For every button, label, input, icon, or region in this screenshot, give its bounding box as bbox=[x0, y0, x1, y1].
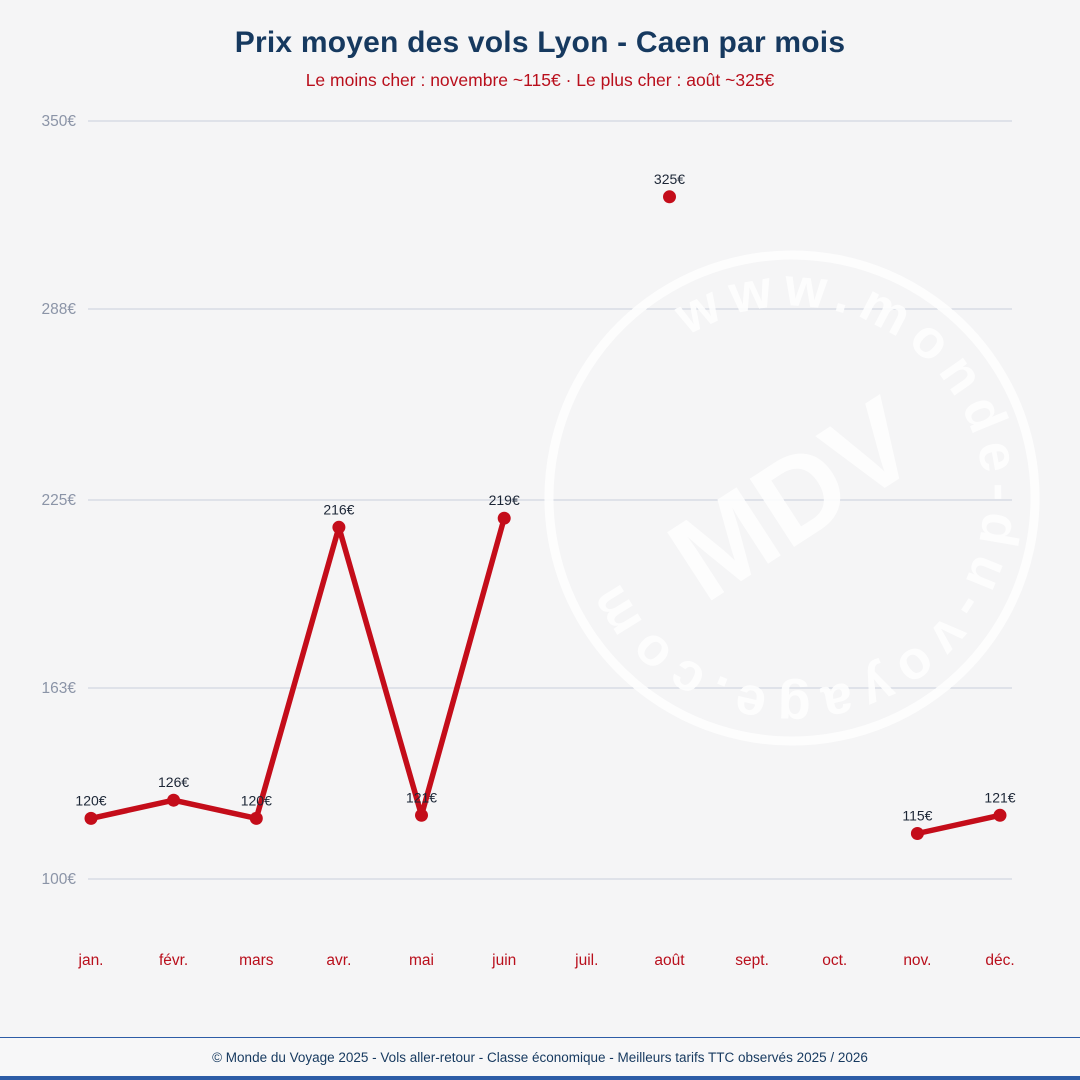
x-axis-label: avr. bbox=[326, 952, 351, 969]
data-point-label: 115€ bbox=[902, 808, 932, 824]
data-point bbox=[84, 811, 98, 825]
watermark-center-text: MDV bbox=[647, 373, 939, 627]
x-axis-label: août bbox=[654, 952, 685, 969]
price-chart: 350€ 288€ 225€ 163€ 100€ www.monde-du-voyage.… bbox=[42, 113, 1080, 969]
data-point bbox=[910, 827, 924, 840]
x-axis-label: févr. bbox=[159, 952, 188, 969]
data-point-label: 121€ bbox=[406, 789, 437, 805]
chart-header: Prix moyen des vols Lyon - Caen par mois… bbox=[0, 0, 1080, 91]
x-axis-label: nov. bbox=[903, 952, 931, 969]
data-point bbox=[993, 808, 1007, 822]
y-axis-label: 288€ bbox=[42, 301, 77, 318]
x-axis-label: jan. bbox=[78, 952, 104, 969]
data-point bbox=[663, 190, 676, 204]
x-axis-label: oct. bbox=[822, 952, 847, 969]
data-point bbox=[415, 808, 428, 822]
data-point bbox=[167, 793, 181, 807]
data-point-label: 120€ bbox=[75, 792, 106, 808]
y-axis-label: 100€ bbox=[42, 871, 77, 888]
x-axis-label: juin bbox=[491, 952, 516, 969]
page-subtitle: Le moins cher : novembre ~115€ · Le plus… bbox=[305, 70, 775, 90]
data-point-label: 216€ bbox=[323, 501, 354, 517]
watermark-ring bbox=[544, 250, 1040, 746]
x-axis-label: juil. bbox=[574, 952, 598, 969]
x-axis-label: sept. bbox=[735, 952, 769, 969]
data-point-label: 121€ bbox=[984, 789, 1015, 805]
data-point-label: 219€ bbox=[489, 492, 520, 508]
data-point-label: 325€ bbox=[654, 171, 685, 187]
footer-text: © Monde du Voyage 2025 - Vols aller-reto… bbox=[212, 1050, 868, 1065]
data-point bbox=[332, 520, 346, 534]
data-point bbox=[497, 511, 511, 525]
footer: © Monde du Voyage 2025 - Vols aller-reto… bbox=[0, 1037, 1080, 1080]
y-axis-label: 225€ bbox=[42, 492, 77, 509]
page-title: Prix moyen des vols Lyon - Caen par mois bbox=[234, 26, 846, 59]
y-axis-label: 350€ bbox=[42, 113, 77, 130]
x-axis-label: mai bbox=[409, 952, 434, 969]
data-point-label: 120€ bbox=[241, 792, 272, 808]
price-line bbox=[88, 515, 1003, 837]
x-axis-label: déc. bbox=[985, 952, 1014, 969]
y-axis-label: 163€ bbox=[42, 680, 77, 697]
chart-area: 350€ 288€ 225€ 163€ 100€ www.monde-du-voyage.… bbox=[0, 100, 1080, 1000]
data-point bbox=[249, 811, 263, 825]
x-axis-label: mars bbox=[239, 952, 274, 969]
data-point-label: 126€ bbox=[158, 774, 189, 790]
